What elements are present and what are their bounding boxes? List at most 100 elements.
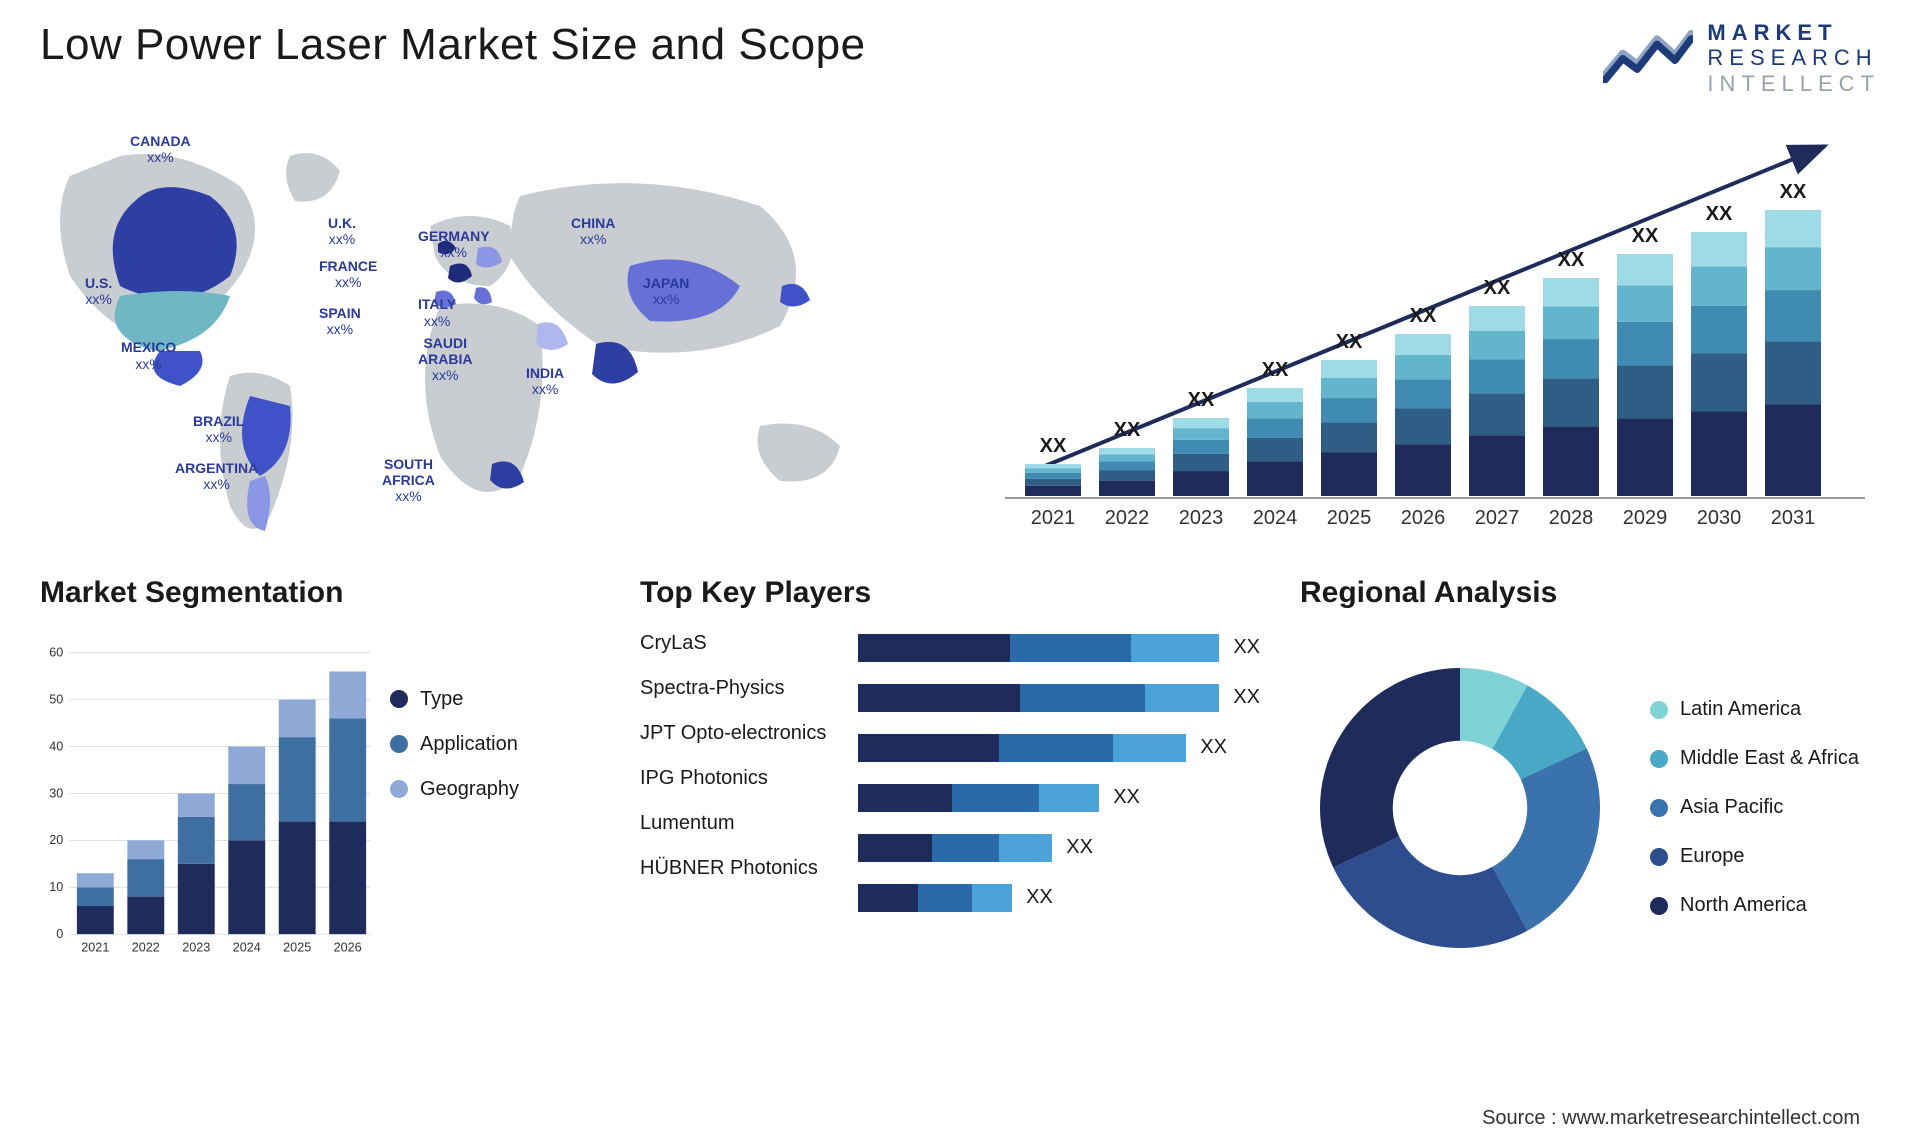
player-bar-segment [1131, 634, 1220, 662]
player-bar [858, 734, 1186, 762]
svg-text:2031: 2031 [1771, 507, 1816, 529]
legend-label: Middle East & Africa [1680, 747, 1859, 770]
legend-label: Geography [420, 778, 519, 801]
svg-text:2030: 2030 [1697, 507, 1742, 529]
map-label: MEXICOxx% [121, 339, 176, 371]
player-bar-segment [1010, 634, 1130, 662]
legend-label: Type [420, 688, 463, 711]
player-row: XX [858, 634, 1260, 662]
player-row: XX [858, 834, 1260, 862]
svg-text:2023: 2023 [182, 941, 210, 955]
segmentation-title: Market Segmentation [40, 576, 600, 610]
player-bar-segment [858, 834, 932, 862]
legend-item: Application [390, 733, 519, 756]
player-bar-segment [1113, 734, 1187, 762]
svg-text:60: 60 [49, 645, 63, 659]
source-attribution: Source : www.marketresearchintellect.com [1482, 1107, 1860, 1130]
map-label: ARGENTINAxx% [175, 460, 258, 492]
svg-text:XX: XX [1632, 225, 1659, 247]
svg-text:20: 20 [49, 833, 63, 847]
svg-text:XX: XX [1780, 181, 1807, 203]
player-name: IPG Photonics [640, 767, 850, 790]
player-bar-segment [1020, 684, 1145, 712]
player-value: XX [1113, 786, 1140, 809]
svg-text:XX: XX [1484, 277, 1511, 299]
svg-text:2026: 2026 [1401, 507, 1446, 529]
svg-text:XX: XX [1706, 203, 1733, 225]
players-bars: XX XX XX XX XX XX [858, 628, 1260, 912]
map-label: CHINAxx% [571, 215, 615, 247]
key-players-panel: Top Key Players CryLaSSpectra-PhysicsJPT… [640, 576, 1260, 1046]
player-name: Spectra-Physics [640, 677, 850, 700]
player-row: XX [858, 684, 1260, 712]
svg-text:10: 10 [49, 880, 63, 894]
page-title: Low Power Laser Market Size and Scope [40, 20, 866, 70]
logo-text: MARKET RESEARCH INTELLECT [1707, 20, 1880, 96]
player-bar-segment [972, 884, 1012, 912]
svg-text:2023: 2023 [1179, 507, 1224, 529]
player-bar-segment [999, 734, 1113, 762]
growth-bar-chart: XX2021XX2022XX2023XX2024XX2025XX2026XX20… [990, 116, 1880, 546]
svg-text:XX: XX [1558, 249, 1585, 271]
player-bar-segment [858, 634, 1010, 662]
player-name: Lumentum [640, 812, 850, 835]
svg-text:2029: 2029 [1623, 507, 1668, 529]
map-label: BRAZILxx% [193, 413, 244, 445]
svg-text:XX: XX [1410, 305, 1437, 327]
svg-text:2027: 2027 [1475, 507, 1520, 529]
svg-text:30: 30 [49, 786, 63, 800]
regional-donut-chart [1300, 648, 1620, 968]
legend-swatch [390, 735, 408, 753]
svg-text:XX: XX [1040, 435, 1067, 457]
map-label: SAUDIARABIAxx% [418, 335, 472, 383]
player-value: XX [1233, 686, 1260, 709]
svg-text:0: 0 [56, 927, 63, 941]
svg-text:2022: 2022 [1105, 507, 1150, 529]
market-segmentation-panel: Market Segmentation 01020304050602021202… [40, 576, 600, 1046]
player-value: XX [1200, 736, 1227, 759]
map-label: SOUTHAFRICAxx% [382, 456, 435, 504]
player-bar-segment [858, 784, 952, 812]
players-labels: CryLaSSpectra-PhysicsJPT Opto-electronic… [640, 628, 850, 880]
map-label: JAPANxx% [643, 275, 689, 307]
map-label: U.S.xx% [85, 275, 112, 307]
legend-item: Middle East & Africa [1650, 747, 1859, 770]
legend-swatch [1650, 750, 1668, 768]
svg-text:2024: 2024 [1253, 507, 1298, 529]
regional-legend: Latin America Middle East & Africa Asia Pa… [1650, 698, 1859, 917]
player-value: XX [1066, 836, 1093, 859]
legend-swatch [390, 690, 408, 708]
legend-item: Type [390, 688, 519, 711]
map-label: SPAINxx% [319, 305, 361, 337]
player-bar [858, 634, 1219, 662]
svg-text:2025: 2025 [1327, 507, 1372, 529]
map-label: INDIAxx% [526, 365, 564, 397]
player-bar-segment [858, 884, 918, 912]
legend-swatch [390, 780, 408, 798]
player-name: CryLaS [640, 632, 850, 655]
player-row: XX [858, 784, 1260, 812]
player-bar-segment [1145, 684, 1220, 712]
legend-label: North America [1680, 894, 1807, 917]
player-bar [858, 834, 1052, 862]
legend-label: Asia Pacific [1680, 796, 1783, 819]
player-bar-segment [1039, 784, 1099, 812]
legend-item: North America [1650, 894, 1859, 917]
svg-text:2028: 2028 [1549, 507, 1594, 529]
player-value: XX [1233, 636, 1260, 659]
regional-analysis-panel: Regional Analysis Latin America Middle Ea… [1300, 576, 1880, 1046]
map-label: GERMANYxx% [418, 228, 490, 260]
legend-label: Latin America [1680, 698, 1801, 721]
map-label: ITALYxx% [418, 296, 456, 328]
svg-text:2025: 2025 [283, 941, 311, 955]
legend-swatch [1650, 701, 1668, 719]
brand-logo: MARKET RESEARCH INTELLECT [1603, 20, 1880, 96]
player-bar-segment [999, 834, 1053, 862]
svg-text:XX: XX [1262, 359, 1289, 381]
svg-text:40: 40 [49, 739, 63, 753]
legend-label: Europe [1680, 845, 1745, 868]
map-label: CANADAxx% [130, 133, 191, 165]
regional-title: Regional Analysis [1300, 576, 1880, 610]
svg-text:2022: 2022 [132, 941, 160, 955]
player-row: XX [858, 884, 1260, 912]
